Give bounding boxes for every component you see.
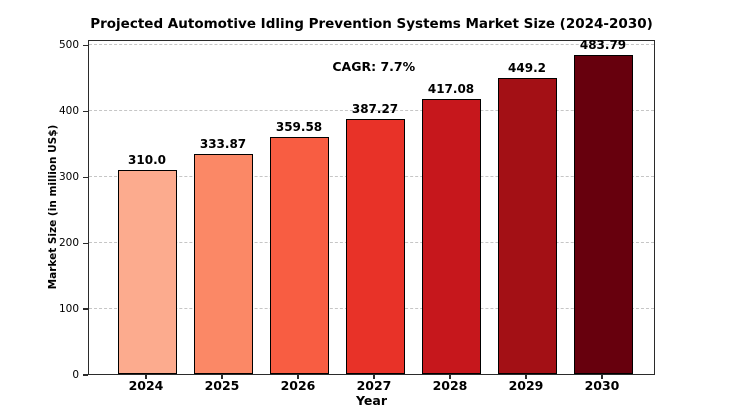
bar-2029 xyxy=(497,77,557,374)
x-tick-mark xyxy=(297,375,299,379)
x-tick-mark xyxy=(145,375,147,379)
x-tick-mark xyxy=(449,375,451,379)
bar-2026 xyxy=(269,136,329,374)
y-tick-mark xyxy=(83,242,88,244)
x-tick-label: 2027 xyxy=(356,378,392,393)
x-tick-label: 2030 xyxy=(584,378,620,393)
y-tick-label: 400 xyxy=(58,104,79,117)
bar-value-label: 359.58 xyxy=(275,119,323,134)
chart-title: Projected Automotive Idling Prevention S… xyxy=(90,16,653,32)
bar-2028 xyxy=(421,98,481,374)
bar-value-label: 387.27 xyxy=(351,101,399,116)
x-tick-mark xyxy=(601,375,603,379)
x-tick-label: 2029 xyxy=(508,378,544,393)
bar-2024 xyxy=(117,169,177,374)
y-tick-label: 100 xyxy=(58,302,79,315)
x-tick-mark xyxy=(525,375,527,379)
y-tick-label: 0 xyxy=(72,368,79,381)
gridline-y-400 xyxy=(89,110,654,112)
x-axis-label: Year xyxy=(356,393,387,408)
x-tick-mark xyxy=(373,375,375,379)
y-tick-label: 500 xyxy=(58,38,79,51)
cagr-annotation: CAGR: 7.7% xyxy=(332,59,416,74)
y-tick-label: 300 xyxy=(58,170,79,183)
bar-value-label: 333.87 xyxy=(199,136,247,151)
bar-2030 xyxy=(573,54,633,374)
bar-value-label: 449.2 xyxy=(508,60,546,75)
x-tick-mark xyxy=(221,375,223,379)
x-tick-label: 2028 xyxy=(432,378,468,393)
bar-value-label: 417.08 xyxy=(427,81,475,96)
y-tick-mark xyxy=(83,110,88,112)
bar-value-label: 310.0 xyxy=(128,152,166,167)
y-tick-label: 200 xyxy=(58,236,79,249)
y-tick-mark xyxy=(83,374,88,376)
y-axis-label: Market Size (in million US$) xyxy=(47,124,59,290)
y-tick-mark xyxy=(83,44,88,46)
y-tick-mark xyxy=(83,176,88,178)
x-tick-label: 2026 xyxy=(280,378,316,393)
bar-value-label: 483.79 xyxy=(579,37,627,52)
x-tick-label: 2025 xyxy=(204,378,240,393)
bar-2027 xyxy=(345,118,405,374)
bar-2025 xyxy=(193,153,253,374)
gridline-y-500 xyxy=(89,44,654,46)
y-tick-mark xyxy=(83,308,88,310)
x-tick-label: 2024 xyxy=(128,378,164,393)
plot-area: CAGR: 7.7% 310.0 333.87 359.58 387.27 417.08… xyxy=(88,37,655,375)
